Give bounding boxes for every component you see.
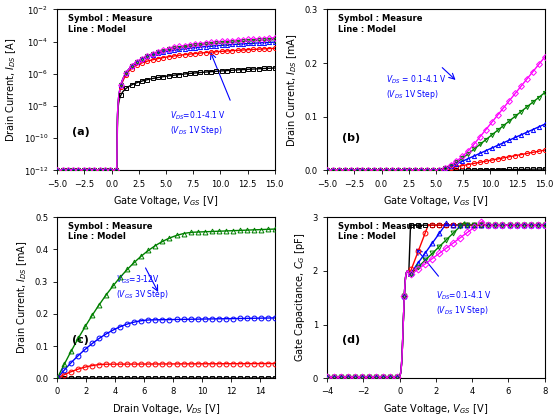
Text: $V_{DS}$=0.1-4.1 V
($V_{DS}$ 1V Step): $V_{DS}$=0.1-4.1 V ($V_{DS}$ 1V Step) xyxy=(436,290,492,317)
Text: (b): (b) xyxy=(342,134,361,144)
Text: Symbol : Measure
Line : Model: Symbol : Measure Line : Model xyxy=(68,14,153,34)
Y-axis label: Drain Current, $I_{DS}$ [mA]: Drain Current, $I_{DS}$ [mA] xyxy=(16,241,29,354)
Text: Symbol : Measure
Line : Model: Symbol : Measure Line : Model xyxy=(68,222,153,242)
Y-axis label: Drain Current, $I_{DS}$ [mA]: Drain Current, $I_{DS}$ [mA] xyxy=(285,33,299,147)
Text: Symbol : Measure
Line : Model: Symbol : Measure Line : Model xyxy=(338,222,423,242)
Text: $V_{GS}$=3-12V
($V_{GS}$ 3V Step): $V_{GS}$=3-12V ($V_{GS}$ 3V Step) xyxy=(116,273,168,301)
Text: $V_{DS}$ = 0.1-4.1 V
($V_{DS}$ 1V Step): $V_{DS}$ = 0.1-4.1 V ($V_{DS}$ 1V Step) xyxy=(386,74,447,101)
Text: (a): (a) xyxy=(73,127,90,137)
Text: (c): (c) xyxy=(73,335,89,345)
Y-axis label: Gate Capacitance, $C_G$ [pF]: Gate Capacitance, $C_G$ [pF] xyxy=(293,233,307,362)
X-axis label: Gate Voltage, $V_{GS}$ [V]: Gate Voltage, $V_{GS}$ [V] xyxy=(383,194,489,208)
X-axis label: Gate Voltage, $V_{GS}$ [V]: Gate Voltage, $V_{GS}$ [V] xyxy=(114,194,219,208)
Text: (d): (d) xyxy=(342,335,361,345)
Text: $V_{DS}$=0.1-4.1 V
($V_{DS}$ 1V Step): $V_{DS}$=0.1-4.1 V ($V_{DS}$ 1V Step) xyxy=(170,109,226,136)
X-axis label: Drain Voltage, $V_{DS}$ [V]: Drain Voltage, $V_{DS}$ [V] xyxy=(112,402,220,416)
Y-axis label: Drain Current, $I_{DS}$ [A]: Drain Current, $I_{DS}$ [A] xyxy=(4,38,18,142)
X-axis label: Gate Voltage, $V_{GS}$ [V]: Gate Voltage, $V_{GS}$ [V] xyxy=(383,402,489,416)
Text: Symbol : Measure
Line : Model: Symbol : Measure Line : Model xyxy=(338,14,423,34)
